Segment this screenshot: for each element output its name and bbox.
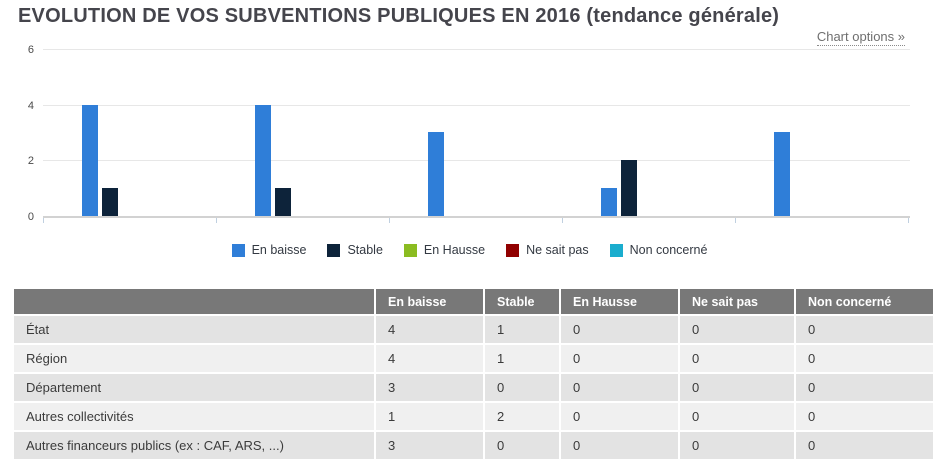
value-cell: 0 [561, 316, 678, 343]
x-axis-line [43, 216, 910, 218]
row-label-cell: Département [14, 374, 374, 401]
table-header-cell: En Hausse [561, 289, 678, 314]
value-cell: 0 [561, 432, 678, 459]
legend-swatch-icon [327, 243, 341, 257]
x-axis-tick [735, 218, 736, 223]
value-cell: 4 [376, 316, 483, 343]
legend-label: Stable [347, 243, 383, 257]
legend-item[interactable]: Non concerné [609, 243, 708, 257]
value-cell: 3 [376, 374, 483, 401]
x-axis-tick [908, 218, 909, 223]
row-label-cell: Région [14, 345, 374, 372]
legend-label: Non concerné [629, 243, 708, 257]
x-axis-tick [43, 218, 44, 223]
value-cell: 1 [376, 403, 483, 430]
table-header-cell: Non concerné [796, 289, 933, 314]
y-axis-label: 4 [27, 100, 34, 112]
value-cell: 0 [680, 316, 794, 343]
legend-label: Ne sait pas [526, 243, 589, 257]
table-header-cell: Ne sait pas [680, 289, 794, 314]
value-cell: 0 [796, 345, 933, 372]
value-cell: 0 [680, 374, 794, 401]
table-row: Département 3 0 0 0 0 [14, 374, 933, 401]
y-axis-label: 0 [27, 211, 34, 223]
value-cell: 0 [796, 374, 933, 401]
bar[interactable] [774, 132, 790, 216]
value-cell: 0 [796, 403, 933, 430]
legend-item[interactable]: Ne sait pas [506, 243, 589, 257]
chart-legend: En baisse Stable En Hausse Ne sait pas Non c… [0, 243, 939, 257]
value-cell: 0 [561, 374, 678, 401]
bar[interactable] [82, 105, 98, 216]
value-cell: 1 [485, 345, 559, 372]
x-axis-tick [389, 218, 390, 223]
legend-item[interactable]: Stable [327, 243, 383, 257]
chart-options-link[interactable]: Chart options » [816, 29, 905, 46]
bar[interactable] [621, 160, 637, 216]
page-title: EVOLUTION DE VOS SUBVENTIONS PUBLIQUES E… [18, 5, 780, 27]
bar[interactable] [428, 132, 444, 216]
table-row: Région 4 1 0 0 0 [14, 345, 933, 372]
y-axis-label: 2 [27, 155, 34, 167]
value-cell: 0 [485, 432, 559, 459]
table-header-row: En baisse Stable En Hausse Ne sait pas Non c… [14, 289, 933, 314]
x-axis-tick [562, 218, 563, 223]
value-cell: 3 [376, 432, 483, 459]
legend-item[interactable]: En Hausse [403, 243, 486, 257]
legend-swatch-icon [403, 243, 417, 257]
table-header-cell: Stable [485, 289, 559, 314]
legend-item[interactable]: En baisse [231, 243, 307, 257]
bar-chart: 0 2 4 6 En baisse Stable En Hausse Ne sait pas… [0, 44, 939, 257]
row-label-cell: Autres collectivités [14, 403, 374, 430]
y-axis-label: 6 [27, 44, 34, 56]
value-cell: 0 [485, 374, 559, 401]
x-axis-tick [216, 218, 217, 223]
legend-swatch-icon [609, 243, 623, 257]
legend-swatch-icon [506, 243, 520, 257]
value-cell: 0 [561, 345, 678, 372]
bar[interactable] [255, 105, 271, 216]
value-cell: 2 [485, 403, 559, 430]
value-cell: 4 [376, 345, 483, 372]
table-header-cell [14, 289, 374, 314]
table-row: État 4 1 0 0 0 [14, 316, 933, 343]
table-row: Autres financeurs publics (ex : CAF, ARS… [14, 432, 933, 459]
value-cell: 0 [796, 432, 933, 459]
value-cell: 0 [680, 345, 794, 372]
legend-swatch-icon [231, 243, 245, 257]
legend-label: En Hausse [423, 243, 486, 257]
table-row: Autres collectivités 1 2 0 0 0 [14, 403, 933, 430]
value-cell: 0 [561, 403, 678, 430]
row-label-cell: État [14, 316, 374, 343]
row-label-cell: Autres financeurs publics (ex : CAF, ARS… [14, 432, 374, 459]
y-gridline [43, 160, 910, 161]
bar[interactable] [102, 188, 118, 216]
value-cell: 0 [680, 432, 794, 459]
table-header-cell: En baisse [376, 289, 483, 314]
y-gridline [43, 105, 910, 106]
value-cell: 0 [680, 403, 794, 430]
value-cell: 1 [485, 316, 559, 343]
y-gridline [43, 49, 910, 50]
results-table: En baisse Stable En Hausse Ne sait pas Non c… [12, 287, 935, 461]
legend-label: En baisse [251, 243, 307, 257]
bar[interactable] [275, 188, 291, 216]
bar[interactable] [601, 188, 617, 216]
value-cell: 0 [796, 316, 933, 343]
